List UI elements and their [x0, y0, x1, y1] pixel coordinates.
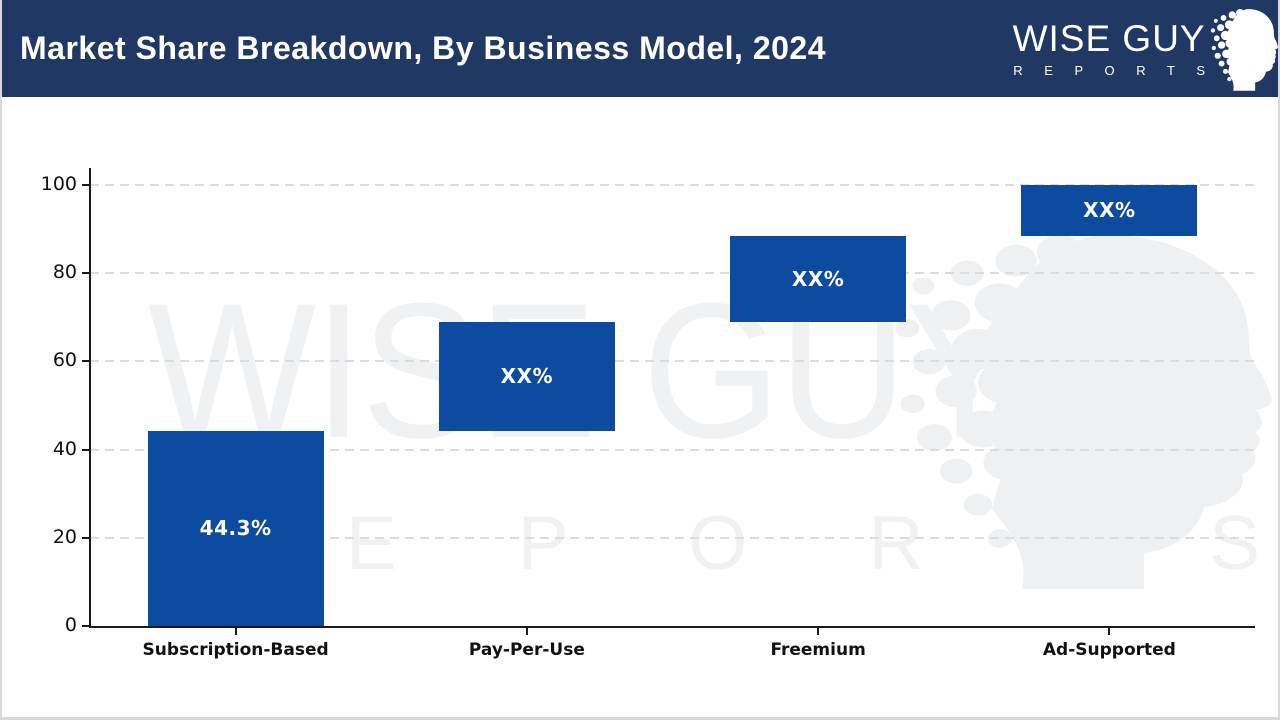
brand-name: WISE GUY: [1012, 18, 1206, 59]
gridline-60: [90, 360, 1255, 363]
x-category-label: Subscription-Based: [142, 640, 329, 660]
bar-subscription-based: 44.3%: [147, 430, 324, 626]
x-category-label: Ad-Supported: [1042, 640, 1176, 660]
gridline-20: [90, 536, 1255, 539]
x-axis-line: [89, 626, 1255, 628]
brand-logo-text: WISE GUY R E P O R T S: [1004, 20, 1214, 77]
y-tick-label-100: 100: [40, 173, 77, 195]
bar-value-label: XX%: [500, 364, 554, 389]
brand-logo: WISE GUY R E P O R T S: [1004, 7, 1278, 91]
x-category-label: Pay-Per-Use: [468, 640, 585, 660]
page-title: Market Share Breakdown, By Business Mode…: [20, 30, 827, 66]
header-bar: Market Share Breakdown, By Business Mode…: [2, 0, 1278, 97]
bar-pay-per-use: XX%: [438, 321, 615, 431]
y-tick-60: [82, 360, 90, 363]
y-tick-80: [82, 272, 90, 275]
bar-value-label: XX%: [1083, 198, 1136, 223]
y-tick-label-80: 80: [52, 261, 77, 284]
x-category-label: Freemium: [770, 640, 866, 660]
y-axis-line: [89, 168, 91, 628]
bar-value-label: 44.3%: [199, 516, 272, 541]
x-tick-3: [1108, 627, 1111, 635]
y-tick-label-60: 60: [52, 349, 77, 372]
x-tick-1: [525, 627, 528, 635]
bar-value-label: XX%: [791, 266, 845, 291]
gridline-40: [90, 448, 1255, 451]
gridline-80: [90, 272, 1255, 275]
watermark-head-profile-icon: [895, 234, 1272, 589]
y-tick-40: [82, 448, 90, 451]
bar-ad-supported: XX%: [1021, 185, 1198, 236]
head-profile-dots-icon: [1210, 8, 1278, 91]
y-tick-label-40: 40: [52, 437, 77, 460]
y-tick-label-20: 20: [52, 525, 77, 548]
gridline-100: [90, 184, 1255, 186]
y-tick-20: [82, 536, 90, 539]
y-tick-label-0: 0: [64, 614, 77, 636]
y-tick-100: [82, 184, 90, 186]
chart-area: WISE GUY R E P O R T S 0 20 40 60 80 100 44.3%…: [2, 97, 1278, 717]
x-tick-0: [234, 627, 237, 635]
x-tick-2: [817, 627, 820, 635]
y-tick-0: [82, 625, 90, 627]
brand-subname: R E P O R T S: [1013, 63, 1214, 78]
bar-freemium: XX%: [730, 235, 907, 322]
